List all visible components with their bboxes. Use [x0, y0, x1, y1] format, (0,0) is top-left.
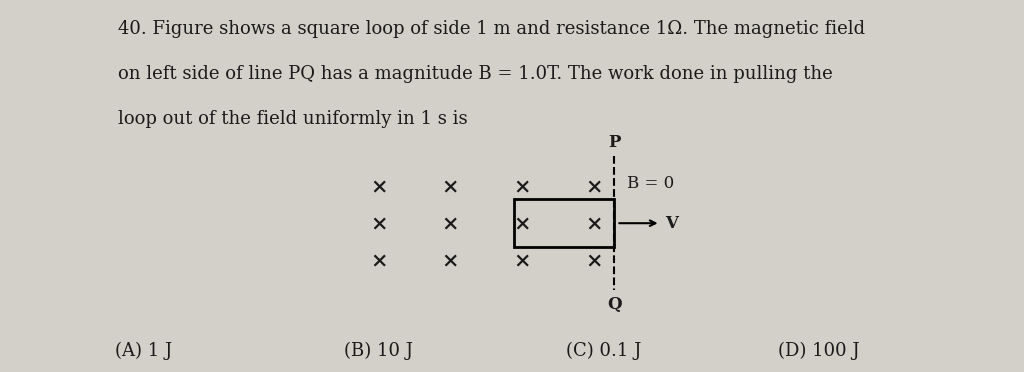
- Text: ×: ×: [513, 176, 531, 196]
- Text: ×: ×: [585, 250, 603, 270]
- Bar: [514, 199, 614, 247]
- Text: P: P: [608, 134, 621, 151]
- Text: (C) 0.1 J: (C) 0.1 J: [566, 342, 642, 360]
- Text: ×: ×: [441, 213, 460, 233]
- Text: ×: ×: [441, 176, 460, 196]
- Text: Q: Q: [607, 296, 622, 313]
- Text: on left side of line PQ has a magnitude B = 1.0T. The work done in pulling the: on left side of line PQ has a magnitude …: [118, 65, 833, 83]
- Text: ×: ×: [370, 213, 388, 233]
- Text: V: V: [666, 215, 679, 232]
- Text: ×: ×: [441, 250, 460, 270]
- Text: B = 0: B = 0: [627, 175, 674, 192]
- Text: loop out of the field uniformly in 1 s is: loop out of the field uniformly in 1 s i…: [118, 110, 467, 128]
- Text: 40. Figure shows a square loop of side 1 m and resistance 1Ω. The magnetic field: 40. Figure shows a square loop of side 1…: [118, 20, 865, 38]
- Text: (A) 1 J: (A) 1 J: [115, 342, 172, 360]
- Text: (D) 100 J: (D) 100 J: [778, 342, 860, 360]
- Text: ×: ×: [370, 176, 388, 196]
- Text: (B) 10 J: (B) 10 J: [344, 342, 414, 360]
- Text: ×: ×: [513, 250, 531, 270]
- Text: ×: ×: [585, 213, 603, 233]
- Text: ×: ×: [513, 213, 531, 233]
- Text: ×: ×: [370, 250, 388, 270]
- Text: ×: ×: [585, 176, 603, 196]
